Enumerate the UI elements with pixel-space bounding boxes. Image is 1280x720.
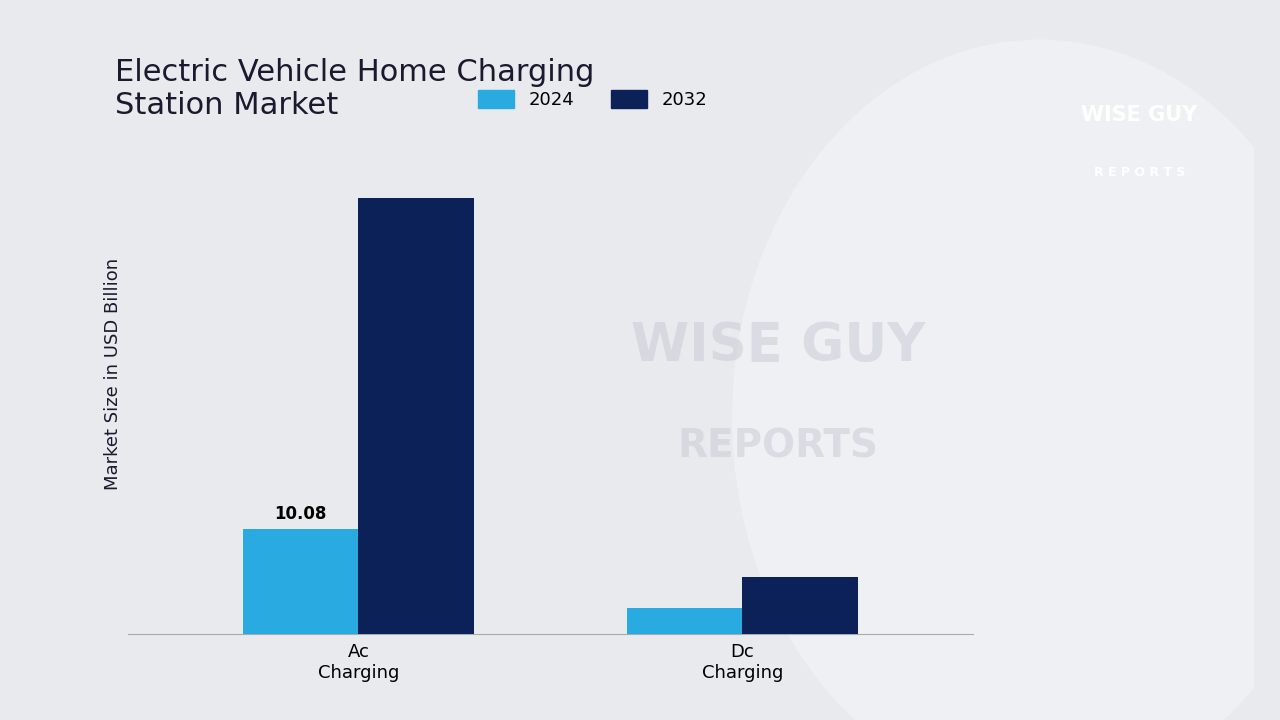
Legend: 2024, 2032: 2024, 2032 <box>471 83 714 117</box>
Text: Electric Vehicle Home Charging
Station Market: Electric Vehicle Home Charging Station M… <box>115 58 595 120</box>
Bar <box>627 608 742 634</box>
Y-axis label: Market Size in USD Billion: Market Size in USD Billion <box>105 258 123 490</box>
Bar <box>243 529 358 634</box>
Text: R E P O R T S: R E P O R T S <box>1093 166 1185 179</box>
Text: WISE GUY: WISE GUY <box>631 320 925 372</box>
Ellipse shape <box>732 40 1280 720</box>
Bar <box>742 577 858 634</box>
Text: 10.08: 10.08 <box>275 505 326 523</box>
Text: REPORTS: REPORTS <box>677 428 879 465</box>
Bar <box>358 198 474 634</box>
Text: WISE GUY: WISE GUY <box>1082 105 1197 125</box>
